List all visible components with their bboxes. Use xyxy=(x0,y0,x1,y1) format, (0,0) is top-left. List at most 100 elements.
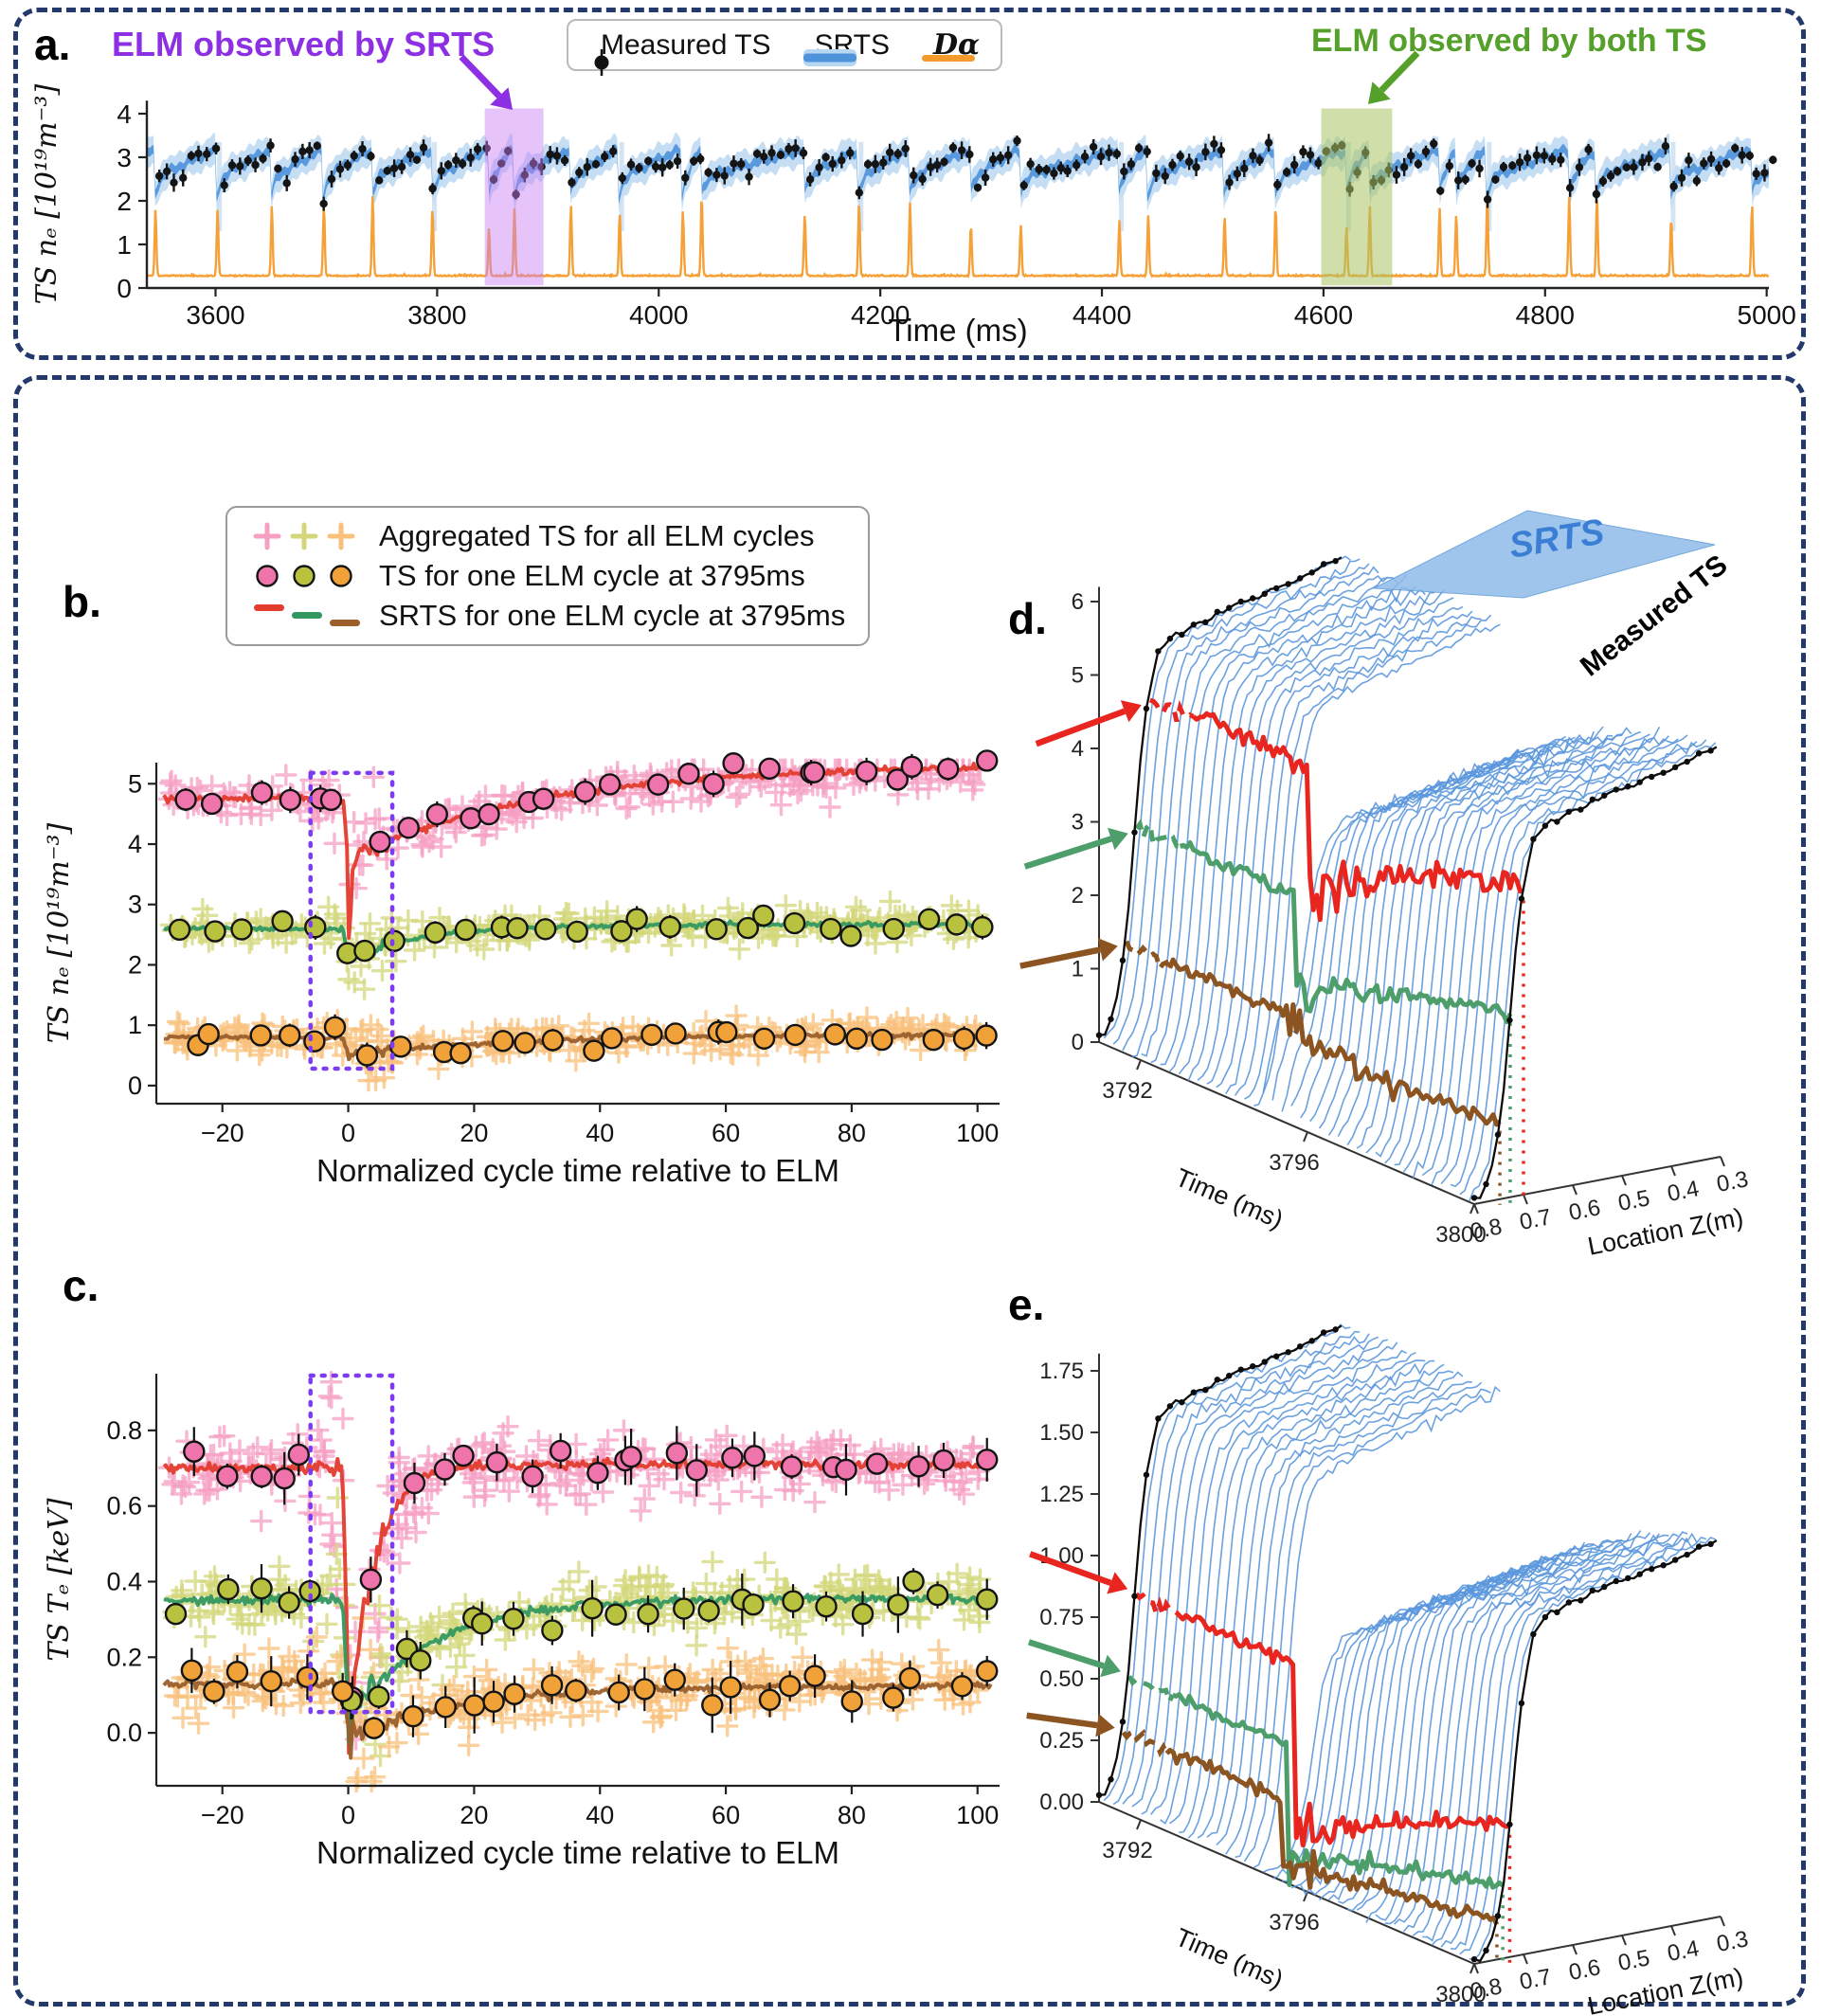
svg-text:20: 20 xyxy=(460,1119,488,1147)
svg-text:3800: 3800 xyxy=(407,300,466,330)
svg-text:80: 80 xyxy=(838,1119,866,1147)
svg-text:3: 3 xyxy=(128,891,142,919)
plus-markers-icon xyxy=(250,519,362,553)
panel-label-d: d. xyxy=(1008,594,1047,643)
svg-text:1: 1 xyxy=(117,230,132,260)
svg-text:4000: 4000 xyxy=(629,300,688,330)
dash-markers-icon xyxy=(250,599,362,633)
panel-label-a: a. xyxy=(34,20,71,69)
svg-text:0.2: 0.2 xyxy=(106,1643,142,1671)
svg-text:0.75: 0.75 xyxy=(1039,1605,1084,1630)
svg-text:Location Z(m): Location Z(m) xyxy=(1585,1203,1745,1261)
svg-text:3792: 3792 xyxy=(1102,1838,1152,1863)
panel-a-box xyxy=(13,8,1806,360)
svg-text:0: 0 xyxy=(128,1071,142,1100)
svg-text:1.75: 1.75 xyxy=(1039,1359,1084,1384)
svg-text:0.4: 0.4 xyxy=(106,1567,142,1595)
svg-text:3796: 3796 xyxy=(1269,1150,1319,1176)
legend-label-single-ts: TS for one ELM cycle at 3795ms xyxy=(379,559,805,592)
svg-text:100: 100 xyxy=(956,1801,999,1829)
legend-row-aggregated-ts: Aggregated TS for all ELM cycles xyxy=(250,519,845,553)
svg-text:40: 40 xyxy=(586,1119,614,1147)
svg-text:Normalized cycle time relative: Normalized cycle time relative to ELM xyxy=(316,1835,839,1870)
svg-text:3800: 3800 xyxy=(1435,1982,1486,2007)
svg-text:20: 20 xyxy=(460,1801,488,1829)
circle-markers-icon xyxy=(250,559,362,593)
svg-text:0: 0 xyxy=(341,1119,355,1147)
svg-text:0.7: 0.7 xyxy=(1518,1204,1554,1235)
svg-text:4: 4 xyxy=(128,830,142,858)
svg-text:−20: −20 xyxy=(201,1801,244,1829)
svg-text:6: 6 xyxy=(1072,589,1084,615)
svg-text:1.50: 1.50 xyxy=(1039,1420,1084,1446)
legend-label-srts-cycle: SRTS for one ELM cycle at 3795ms xyxy=(379,599,846,632)
annotation-elm-observed-by-srts: ELM observed by SRTS xyxy=(112,25,496,63)
legend-panel-b: Aggregated TS for all ELM cycles TS for … xyxy=(225,506,871,646)
svg-text:0.7: 0.7 xyxy=(1518,1964,1554,1995)
svg-text:0.5: 0.5 xyxy=(1616,1185,1652,1216)
svg-text:0.6: 0.6 xyxy=(1567,1954,1603,1986)
svg-text:2: 2 xyxy=(117,187,132,216)
panel-e-chart: 0.000.250.500.751.001.251.501.7537923796… xyxy=(1026,1323,1751,2016)
svg-text:4: 4 xyxy=(1072,736,1084,762)
svg-text:0.5: 0.5 xyxy=(1616,1945,1652,1976)
svg-text:2: 2 xyxy=(1072,883,1084,909)
svg-text:0.3: 0.3 xyxy=(1715,1926,1751,1957)
svg-text:0: 0 xyxy=(341,1801,355,1829)
svg-text:−20: −20 xyxy=(201,1119,244,1147)
svg-text:0.6: 0.6 xyxy=(1567,1195,1603,1226)
svg-text:4400: 4400 xyxy=(1073,300,1131,330)
legend-item-srts: SRTS xyxy=(802,29,890,66)
panel-label-c: c. xyxy=(63,1261,99,1310)
svg-text:2: 2 xyxy=(128,950,142,979)
svg-text:0.8: 0.8 xyxy=(1469,1973,1505,2005)
panel-label-e: e. xyxy=(1008,1280,1045,1329)
svg-text:100: 100 xyxy=(956,1119,999,1147)
svg-text:3: 3 xyxy=(1072,810,1084,836)
svg-text:4600: 4600 xyxy=(1294,300,1353,330)
legend-item-measured-ts: Measured TS xyxy=(589,29,771,76)
legend-item-dalpha: Dα xyxy=(922,28,980,62)
panel-bcde-box xyxy=(13,375,1806,2007)
svg-text:3: 3 xyxy=(117,143,132,172)
svg-text:TS nₑ [10¹⁹m⁻³]: TS nₑ [10¹⁹m⁻³] xyxy=(30,84,63,305)
svg-text:TS Tₑ [keV]: TS Tₑ [keV] xyxy=(43,1498,76,1662)
legend-label-aggregated-ts: Aggregated TS for all ELM cycles xyxy=(379,519,815,552)
svg-text:60: 60 xyxy=(712,1801,740,1829)
svg-text:0.50: 0.50 xyxy=(1039,1666,1084,1692)
svg-text:0.00: 0.00 xyxy=(1039,1790,1084,1815)
legend-row-single-ts: TS for one ELM cycle at 3795ms xyxy=(250,559,845,593)
svg-text:1.25: 1.25 xyxy=(1039,1482,1084,1507)
svg-text:4200: 4200 xyxy=(851,300,910,330)
svg-text:3600: 3600 xyxy=(186,300,244,330)
svg-text:4800: 4800 xyxy=(1516,300,1575,330)
svg-text:0: 0 xyxy=(1072,1030,1084,1055)
svg-text:3800: 3800 xyxy=(1435,1222,1486,1248)
svg-text:0.8: 0.8 xyxy=(106,1416,142,1445)
svg-text:0.8: 0.8 xyxy=(1469,1214,1505,1245)
svg-text:Time (ms): Time (ms) xyxy=(888,313,1027,348)
svg-text:Location Z(m): Location Z(m) xyxy=(1585,1963,1745,2016)
svg-text:0.0: 0.0 xyxy=(106,1719,142,1747)
svg-text:0.4: 0.4 xyxy=(1666,1176,1702,1207)
svg-text:0.4: 0.4 xyxy=(1666,1935,1702,1967)
svg-text:1: 1 xyxy=(128,1011,142,1039)
svg-text:0: 0 xyxy=(117,274,132,303)
panel-label-b: b. xyxy=(63,577,101,626)
svg-text:5000: 5000 xyxy=(1738,300,1796,330)
svg-text:4: 4 xyxy=(117,99,132,129)
svg-text:0.6: 0.6 xyxy=(106,1492,142,1521)
svg-text:60: 60 xyxy=(712,1119,740,1147)
svg-text:0.3: 0.3 xyxy=(1715,1166,1751,1197)
panel-a-chart: 3600 3800 4000 4200 4400 4600 4800 5000 0 1 2 3 4 Tim… xyxy=(30,50,1796,348)
legend-row-srts-cycle: SRTS for one ELM cycle at 3795ms xyxy=(250,599,845,633)
svg-text:1: 1 xyxy=(1072,957,1084,982)
legend-panel-a: Measured TS SRTS Dα xyxy=(567,19,1003,76)
svg-text:80: 80 xyxy=(838,1801,866,1829)
panel-c-chart: −20 0 20 40 60 80 100 0.0 0.2 0.4 0.6 0.8 Normalized… xyxy=(43,1371,1000,1870)
svg-text:3796: 3796 xyxy=(1269,1910,1319,1935)
svg-text:5: 5 xyxy=(1072,663,1084,689)
panel-b-chart: −20 0 20 40 60 80 100 0 1 2 3 4 5 Normalized cycle ti… xyxy=(43,749,1000,1188)
